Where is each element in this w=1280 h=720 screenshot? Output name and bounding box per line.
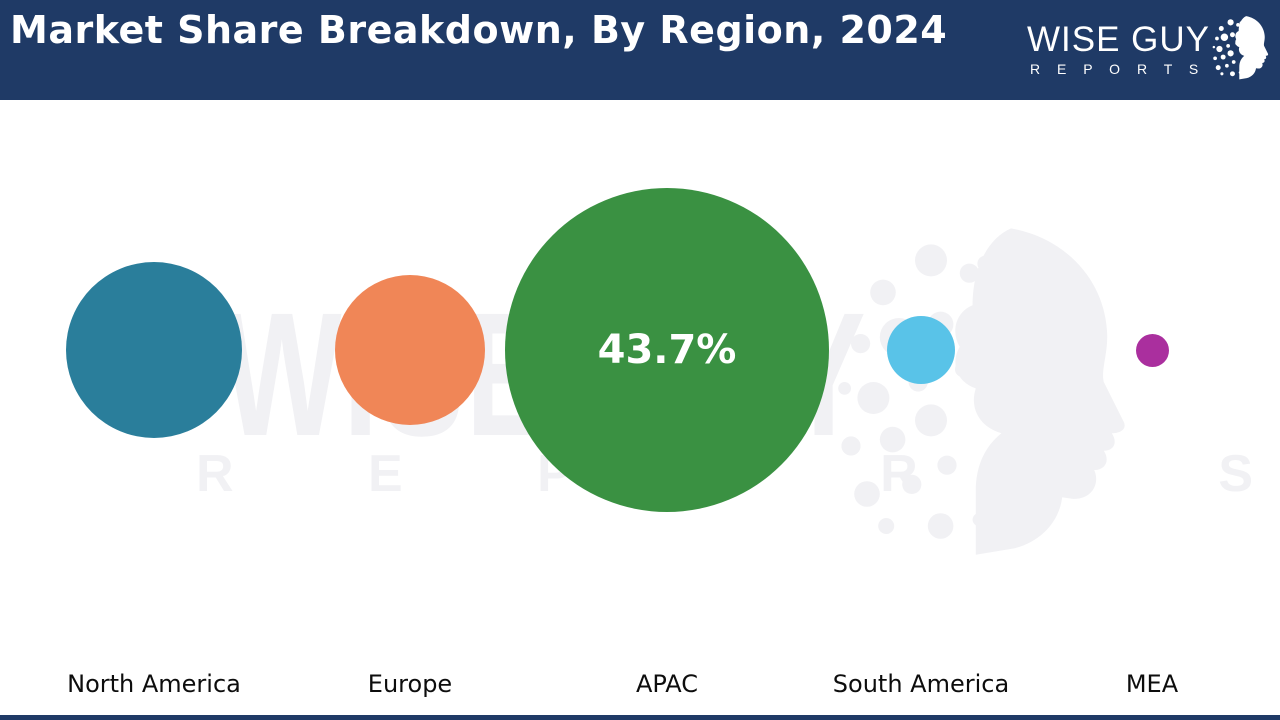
header: Market Share Breakdown, By Region, 2024 …	[0, 0, 1280, 100]
bubble-south-america	[887, 316, 955, 384]
bubble-north-america	[66, 262, 242, 438]
wiseguy-head-watermark	[835, 222, 1155, 574]
category-label-south-america: South America	[832, 670, 1010, 698]
wiseguy-logo: WISE GUY R E P O R T S	[1027, 8, 1274, 90]
bottom-strip	[0, 715, 1280, 720]
bubble-europe	[335, 275, 485, 425]
logo-text: WISE GUY R E P O R T S	[1027, 22, 1210, 77]
category-label-north-america: North America	[67, 670, 241, 698]
logo-subtext: R E P O R T S	[1029, 61, 1205, 77]
category-label-mea: MEA	[1125, 670, 1179, 698]
page-title: Market Share Breakdown, By Region, 2024	[10, 8, 948, 52]
bubble-mea	[1135, 333, 1169, 367]
bubble-value-label: 43.7%	[597, 327, 737, 373]
category-label-europe: Europe	[367, 670, 453, 698]
category-label-apac: APAC	[635, 670, 699, 698]
bubble-apac: 43.7%	[505, 188, 829, 512]
logo-wordmark: WISE GUY	[1026, 20, 1210, 59]
wiseguy-head-icon	[1212, 8, 1274, 90]
